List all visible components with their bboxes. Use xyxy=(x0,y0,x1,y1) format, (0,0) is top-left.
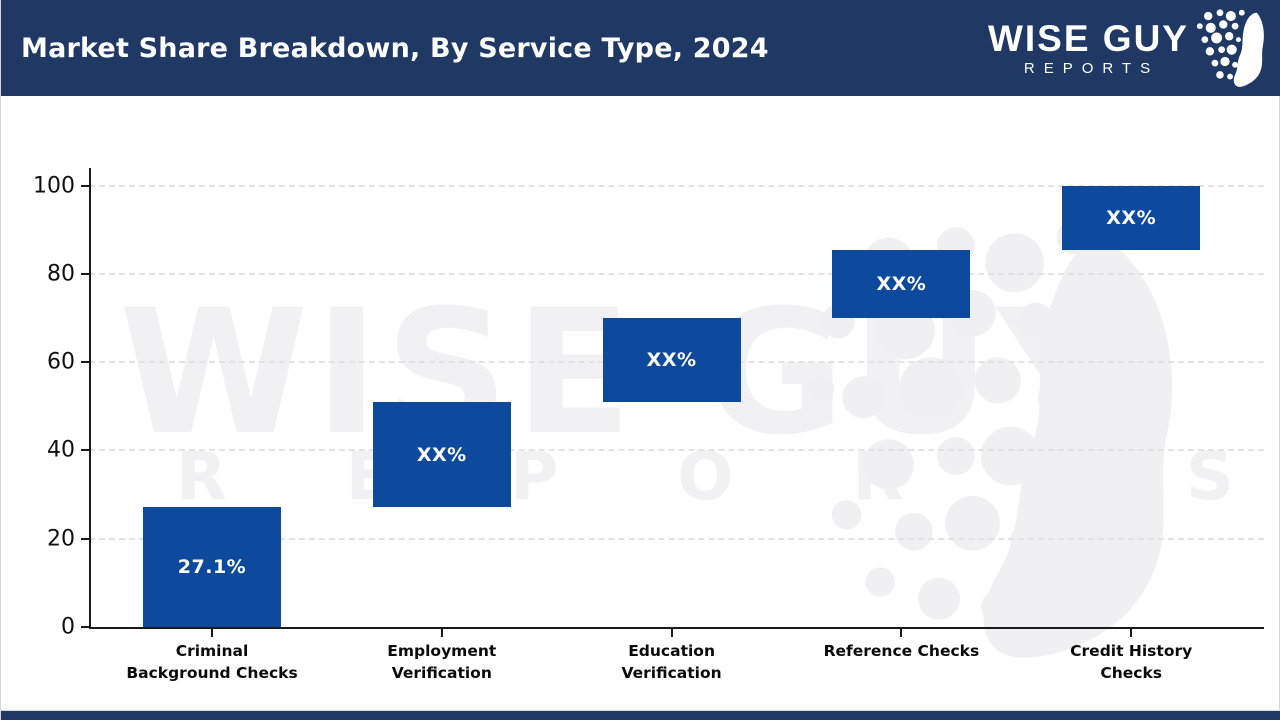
y-axis-tick xyxy=(81,449,89,452)
brand-name: WISE GUY xyxy=(987,17,1189,59)
y-axis-tick xyxy=(81,537,89,540)
y-axis-tick-label: 80 xyxy=(47,261,75,287)
gridline-40 xyxy=(89,449,1264,452)
x-axis-tick xyxy=(440,629,443,637)
y-axis-tick xyxy=(81,626,89,628)
bar-2: XX% xyxy=(372,401,511,508)
x-axis-tick xyxy=(211,629,213,637)
x-axis-tick xyxy=(1130,629,1133,637)
header-banner: Market Share Breakdown, By Service Type,… xyxy=(1,0,1280,96)
x-axis-category-label: Credit History Checks xyxy=(1070,642,1193,682)
bar-value-label: XX% xyxy=(416,443,467,466)
x-axis-category-label: Employment Verification xyxy=(387,642,497,682)
y-axis-tick xyxy=(81,272,89,275)
footer-bar xyxy=(1,711,1280,720)
x-axis-category-label: Criminal Background Checks xyxy=(126,642,298,682)
bar-value-label: XX% xyxy=(646,348,697,371)
bar-value-label: XX% xyxy=(876,272,927,295)
gridline-80 xyxy=(89,272,1264,275)
gridline-100 xyxy=(89,184,1264,187)
y-axis-tick-label: 0 xyxy=(61,614,75,640)
x-axis-category-label: Education Verification xyxy=(621,642,722,682)
y-axis-tick-label: 40 xyxy=(47,437,75,463)
y-axis-tick-label: 20 xyxy=(47,526,75,552)
page-title: Market Share Breakdown, By Service Type,… xyxy=(21,32,769,64)
waterfall-chart: 0 20 40 60 80 100 27.1% Criminal Background Chec… xyxy=(1,96,1280,682)
bar-value-label: 27.1% xyxy=(177,556,247,579)
bar-4: XX% xyxy=(832,249,971,318)
bar-value-label: XX% xyxy=(1106,206,1157,229)
y-axis-line xyxy=(89,167,91,629)
footer-divider xyxy=(1,710,1280,711)
brand-subtitle: REPORTS xyxy=(1023,59,1160,77)
x-axis-tick xyxy=(670,629,673,637)
brand-logo: WISE GUY REPORTS xyxy=(988,6,1280,90)
y-axis-tick xyxy=(81,184,89,187)
y-axis-tick xyxy=(81,361,89,364)
x-axis-line xyxy=(89,627,1264,629)
dotted-head-icon xyxy=(1196,9,1264,87)
y-axis-tick-label: 60 xyxy=(47,349,75,375)
gridline-20 xyxy=(89,537,1264,540)
bar-3: XX% xyxy=(602,317,741,402)
brand-logo-text: WISE GUY REPORTS xyxy=(988,20,1189,77)
bar-1: 27.1% xyxy=(143,507,281,627)
x-axis-tick xyxy=(900,629,903,637)
x-axis-category-label: Reference Checks xyxy=(823,642,980,660)
bar-5: XX% xyxy=(1062,185,1201,250)
y-axis-tick-label: 100 xyxy=(33,173,75,198)
